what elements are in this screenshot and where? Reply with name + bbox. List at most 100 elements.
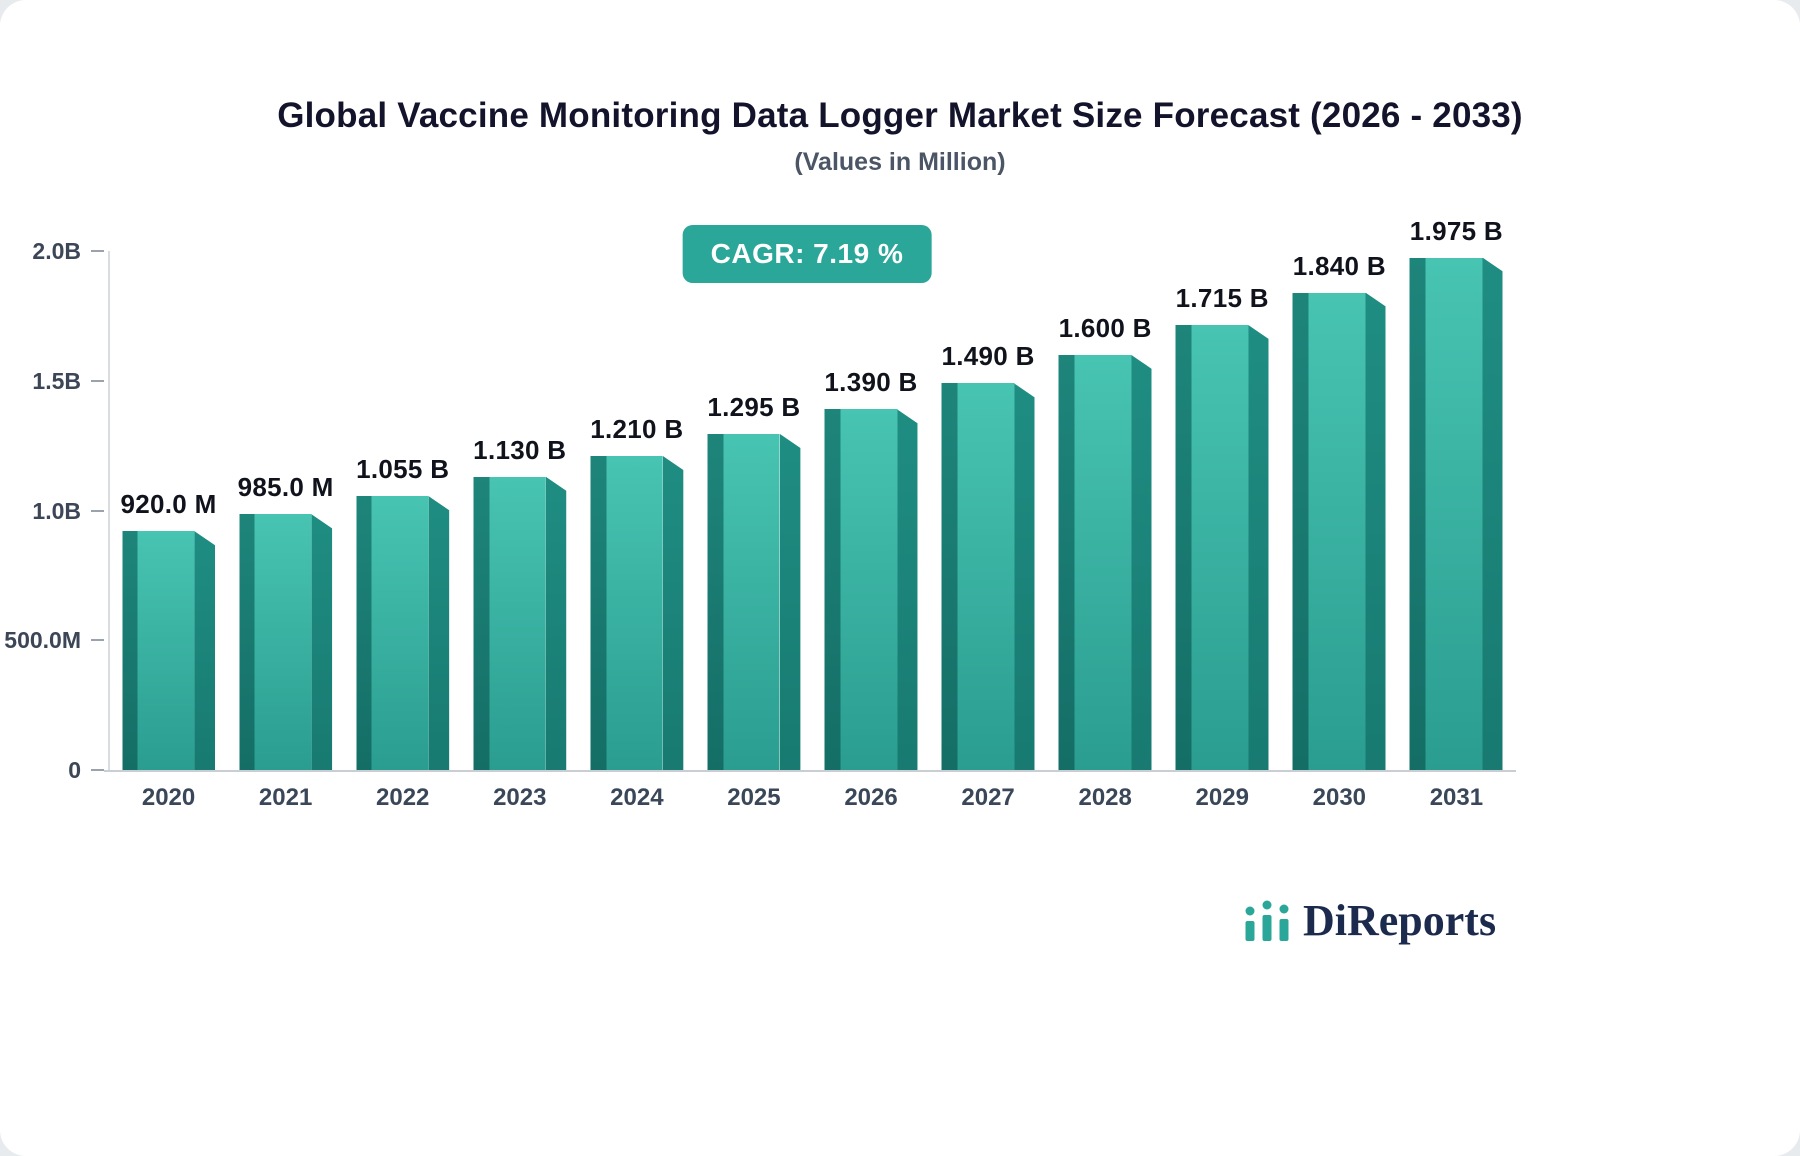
bar: 1.975 B — [1409, 216, 1503, 770]
bar-front-face — [254, 514, 312, 770]
bar-column: 1.295 B — [695, 251, 812, 770]
bar-front-face — [606, 456, 663, 770]
bar-front-face — [957, 383, 1015, 770]
y-tick-mark — [91, 769, 104, 771]
bar-shadow-face — [1482, 257, 1503, 770]
bar: 1.600 B — [1058, 313, 1152, 770]
bar: 1.130 B — [473, 435, 567, 770]
bar-column: 1.975 B — [1398, 216, 1515, 770]
y-tick: 1.5B — [32, 369, 108, 393]
bar-column: 1.715 B — [1164, 251, 1281, 770]
chart-title: Global Vaccine Monitoring Data Logger Ma… — [277, 96, 1523, 135]
bar-value-label: 1.055 B — [356, 454, 450, 485]
bar-front-face — [840, 409, 898, 770]
x-axis-label: 2021 — [258, 784, 313, 811]
bar: 985.0 M — [238, 472, 333, 770]
bar-value-label: 1.210 B — [590, 414, 684, 445]
y-tick-mark — [91, 250, 104, 252]
x-axis-label: 2027 — [961, 784, 1015, 811]
y-tick-label: 500.0M — [4, 627, 81, 654]
bar-front-face — [723, 433, 780, 770]
plot-area: 920.0 M 985.0 M 1.055 B 1.130 B 1.210 B 1.295… — [110, 216, 1515, 770]
bar-shadow-face — [662, 456, 684, 770]
bar-front-face — [1191, 324, 1249, 770]
bar: 1.490 B — [941, 341, 1035, 770]
x-axis-labels: 2020 2021 2022 2023 2024 2025 2026 2027 2028 2029… — [110, 784, 1515, 812]
y-axis-ticks: 2.0B 1.5B 1.0B 500.0M 0 — [0, 239, 108, 782]
bar-side-face — [1058, 354, 1075, 770]
bar-shadow-face — [311, 514, 333, 770]
bar-shadow-face — [545, 476, 567, 770]
bar-column: 1.210 B — [578, 251, 695, 770]
bar-front-face — [371, 496, 429, 770]
bar-shadow-face — [1014, 383, 1035, 770]
bar: 1.055 B — [356, 454, 450, 770]
bar-column: 1.390 B — [812, 251, 929, 770]
bar-side-face — [356, 496, 372, 770]
bar-value-label: 1.715 B — [1175, 282, 1269, 313]
bar-shadow-face — [1131, 354, 1152, 770]
bar-shadow-face — [428, 496, 450, 770]
bar-side-face — [239, 514, 255, 770]
bar-value-label: 1.975 B — [1409, 215, 1503, 246]
bar-shadow-face — [1248, 324, 1269, 770]
y-tick: 1.0B — [32, 499, 108, 523]
bar: 1.210 B — [590, 414, 684, 770]
bar-side-face — [1409, 257, 1426, 770]
bar-column: 1.840 B — [1281, 251, 1398, 770]
bar-shadow-face — [779, 433, 801, 770]
brand-logo-text: DiReports — [1303, 896, 1497, 945]
y-tick: 0 — [68, 758, 108, 782]
bar-column: 1.055 B — [344, 251, 461, 770]
x-axis-label: 2025 — [727, 784, 781, 811]
bar-value-label: 1.600 B — [1058, 312, 1152, 343]
x-axis-label: 2023 — [493, 784, 547, 811]
bar-front-face — [489, 476, 546, 770]
bar-side-face — [1175, 324, 1192, 770]
bar-side-face — [590, 456, 607, 770]
x-axis-label: 2028 — [1078, 784, 1132, 811]
x-axis-line — [104, 770, 1516, 772]
bar-value-label: 1.130 B — [473, 434, 567, 465]
bar-front-face — [1074, 354, 1132, 770]
bar-column: 985.0 M — [227, 251, 344, 770]
bar-side-face — [473, 476, 490, 770]
bar-side-face — [941, 383, 958, 770]
bar-chart-logo-icon — [1245, 900, 1289, 941]
bar-side-face — [122, 531, 138, 770]
x-axis-label: 2031 — [1429, 784, 1484, 811]
chart-subtitle: (Values in Million) — [794, 148, 1006, 176]
bar-front-face — [1308, 292, 1366, 770]
bar-value-label: 920.0 M — [120, 489, 217, 520]
bar-shadow-face — [194, 531, 215, 770]
bar-front-face — [137, 531, 195, 770]
y-tick-mark — [91, 509, 104, 512]
bar-side-face — [824, 409, 841, 770]
bar-column: 1.490 B — [930, 251, 1047, 770]
y-tick: 2.0B — [32, 239, 108, 263]
bar-front-face — [1425, 257, 1483, 770]
bar-side-face — [707, 433, 724, 770]
bar-value-label: 985.0 M — [237, 472, 334, 503]
bar-shadow-face — [897, 409, 918, 770]
x-axis-label: 2030 — [1312, 784, 1367, 811]
x-axis-label: 2020 — [141, 784, 196, 811]
bar-value-label: 1.490 B — [941, 341, 1035, 372]
y-tick-label: 0 — [68, 757, 81, 783]
bar-value-label: 1.390 B — [824, 367, 918, 398]
y-tick-label: 1.0B — [32, 497, 81, 524]
bar: 1.715 B — [1175, 283, 1269, 770]
brand-logo: DiReports — [1243, 897, 1496, 943]
x-axis-label: 2026 — [844, 784, 898, 811]
bar-column: 1.600 B — [1047, 251, 1164, 770]
y-axis-line — [108, 251, 110, 772]
bar: 920.0 M — [121, 489, 216, 770]
x-axis-label: 2029 — [1195, 784, 1249, 811]
y-tick-label: 2.0B — [32, 238, 81, 264]
cagr-badge: CAGR: 7.19 % — [682, 225, 932, 283]
bar: 1.390 B — [824, 367, 918, 770]
x-axis-label: 2022 — [376, 784, 430, 811]
bar: 1.295 B — [707, 392, 801, 770]
bar-side-face — [1292, 292, 1309, 770]
